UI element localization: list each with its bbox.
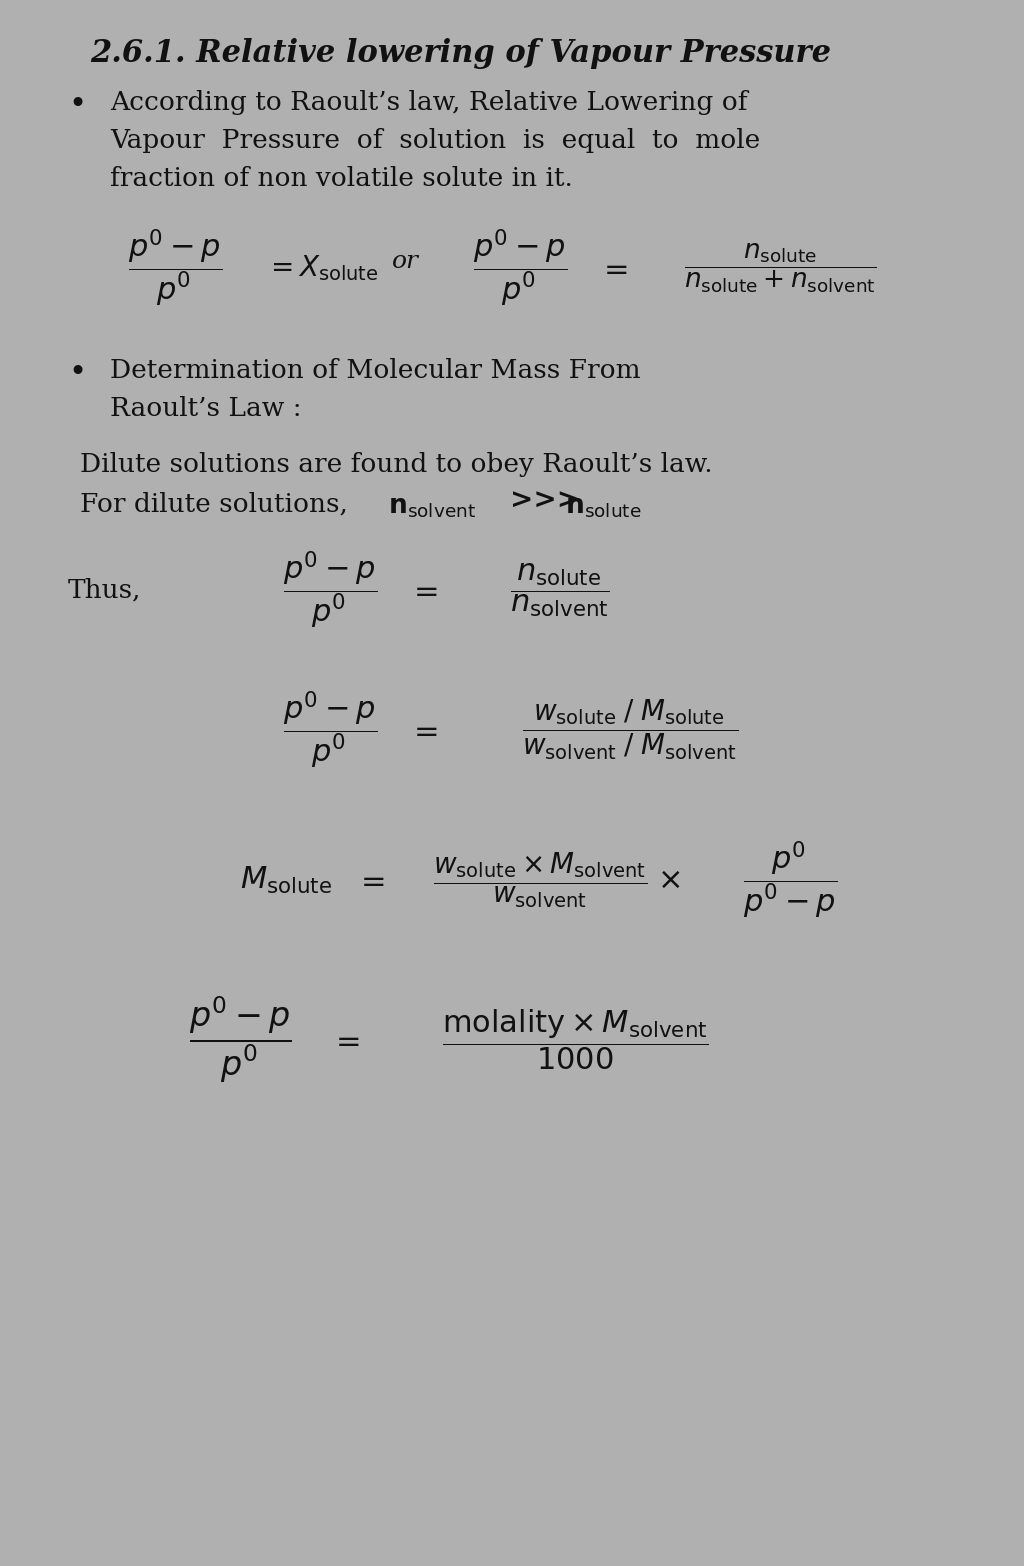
Text: $=$: $=$ bbox=[330, 1026, 360, 1054]
Text: $\dfrac{p^0}{p^0 - p}$: $\dfrac{p^0}{p^0 - p}$ bbox=[743, 839, 837, 921]
Text: $\dfrac{p^0 - p}{p^0}$: $\dfrac{p^0 - p}{p^0}$ bbox=[283, 550, 377, 631]
Text: For dilute solutions,: For dilute solutions, bbox=[80, 492, 348, 517]
Text: fraction of non volatile solute in it.: fraction of non volatile solute in it. bbox=[110, 166, 572, 191]
Text: $=$: $=$ bbox=[408, 575, 438, 604]
Text: $\dfrac{p^0 - p}{p^0}$: $\dfrac{p^0 - p}{p^0}$ bbox=[283, 689, 377, 770]
Text: $\mathbf{n}_{\mathrm{solvent}}$: $\mathbf{n}_{\mathrm{solvent}}$ bbox=[388, 493, 476, 520]
Text: $\dfrac{n_{\mathrm{solute}}}{n_{\mathrm{solvent}}}$: $\dfrac{n_{\mathrm{solute}}}{n_{\mathrm{… bbox=[510, 561, 610, 619]
Text: $\dfrac{w_{\mathrm{solute}}\;/\;M_{\mathrm{solute}}}{w_{\mathrm{solvent}}\;/\;M_: $\dfrac{w_{\mathrm{solute}}\;/\;M_{\math… bbox=[522, 698, 738, 763]
Text: Raoult’s Law :: Raoult’s Law : bbox=[110, 396, 302, 421]
Text: >>>: >>> bbox=[510, 487, 581, 514]
Text: $\dfrac{p^0 - p}{p^0}$: $\dfrac{p^0 - p}{p^0}$ bbox=[128, 227, 222, 309]
Text: Vapour  Pressure  of  solution  is  equal  to  mole: Vapour Pressure of solution is equal to … bbox=[110, 128, 760, 153]
Text: $=$: $=$ bbox=[598, 254, 629, 282]
Text: •: • bbox=[68, 89, 86, 121]
Text: According to Raoult’s law, Relative Lowering of: According to Raoult’s law, Relative Lowe… bbox=[110, 89, 748, 114]
Text: Dilute solutions are found to obey Raoult’s law.: Dilute solutions are found to obey Raoul… bbox=[80, 453, 713, 478]
Text: $\dfrac{p^0 - p}{p^0}$: $\dfrac{p^0 - p}{p^0}$ bbox=[188, 994, 292, 1085]
Text: $\times$: $\times$ bbox=[657, 866, 680, 894]
Text: 2.6.1. Relative lowering of Vapour Pressure: 2.6.1. Relative lowering of Vapour Press… bbox=[90, 38, 831, 69]
Text: $\dfrac{p^0 - p}{p^0}$: $\dfrac{p^0 - p}{p^0}$ bbox=[473, 227, 567, 309]
Text: $\dfrac{\mathrm{molality} \times M_{\mathrm{solvent}}}{1000}$: $\dfrac{\mathrm{molality} \times M_{\mat… bbox=[441, 1009, 709, 1073]
Text: Determination of Molecular Mass From: Determination of Molecular Mass From bbox=[110, 359, 641, 384]
Text: $\dfrac{w_{\mathrm{solute}} \times M_{\mathrm{solvent}}}{w_{\mathrm{solvent}}}$: $\dfrac{w_{\mathrm{solute}} \times M_{\m… bbox=[433, 850, 647, 910]
Text: $\mathbf{n}_{\mathrm{solute}}$: $\mathbf{n}_{\mathrm{solute}}$ bbox=[565, 493, 641, 520]
Text: $M_{\mathrm{solute}}$: $M_{\mathrm{solute}}$ bbox=[240, 864, 332, 896]
Text: $=$: $=$ bbox=[408, 716, 438, 744]
Text: or: or bbox=[392, 251, 419, 274]
Text: •: • bbox=[68, 359, 86, 388]
Text: $= X_{\mathrm{solute}}$: $= X_{\mathrm{solute}}$ bbox=[265, 254, 379, 283]
Text: Thus,: Thus, bbox=[68, 578, 141, 603]
Text: $\dfrac{n_{\mathrm{solute}}}{n_{\mathrm{solute}} + n_{\mathrm{solvent}}}$: $\dfrac{n_{\mathrm{solute}}}{n_{\mathrm{… bbox=[684, 241, 877, 294]
Text: $=$: $=$ bbox=[355, 866, 385, 894]
